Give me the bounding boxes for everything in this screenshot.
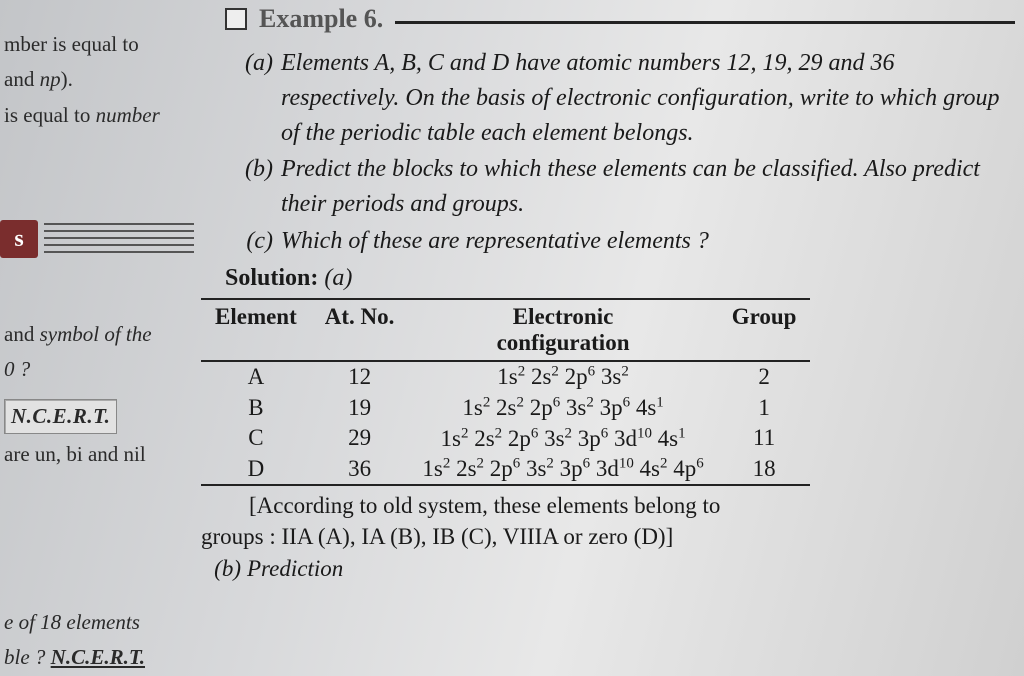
checkbox-icon [225, 8, 247, 30]
part-c: (c) Which of these are representative el… [225, 224, 1015, 259]
col-econf-line1: Electronic [513, 304, 614, 329]
decorative-lines [44, 218, 194, 258]
left-margin-column-3: e of 18 elements ble ? N.C.E.R.T. [0, 608, 214, 676]
fragment-text: ble ? N.C.E.R.T. [4, 643, 214, 672]
col-group: Group [718, 299, 811, 361]
cell-econf: 1s2 2s2 2p6 3s2 3p6 3d10 4s1 [408, 423, 717, 454]
fragment-text: and [4, 322, 40, 346]
table-body: A121s2 2s2 2p6 3s22B191s2 2s2 2p6 3s2 3p… [201, 361, 810, 486]
fragment-text: ). [61, 67, 73, 91]
cell-atno: 36 [311, 454, 409, 486]
table-row: A121s2 2s2 2p6 3s22 [201, 361, 810, 393]
col-element: Element [201, 299, 311, 361]
cell-atno: 19 [311, 392, 409, 423]
col-atno: At. No. [311, 299, 409, 361]
fragment-text: and symbol of the [4, 320, 214, 349]
part-text: Predict the blocks to which these elemen… [281, 152, 1015, 222]
table-row: C291s2 2s2 2p6 3s2 3p6 3d10 4s111 [201, 423, 810, 454]
fragment-text: ble ? [4, 645, 51, 669]
cell-group: 2 [718, 361, 811, 393]
cell-element: D [201, 454, 311, 486]
fragment-text: Prediction [247, 556, 343, 581]
part-b: (b) Predict the blocks to which these el… [225, 152, 1015, 222]
example-parts: (a) Elements A, B, C and D have atomic n… [225, 46, 1015, 259]
part-label: (c) [225, 224, 281, 259]
footnote-line: groups : IIA (A), IA (B), IB (C), VIIIA … [201, 521, 1015, 552]
fragment-text: and [4, 67, 40, 91]
page: mber is equal to and np). is equal to nu… [0, 0, 1024, 676]
variable-np: np [40, 67, 61, 91]
cell-element: A [201, 361, 311, 393]
part-label: (a) [225, 46, 281, 150]
ncert-box: N.C.E.R.T. [4, 391, 214, 434]
solution-part: (a) [324, 265, 352, 291]
example-heading: Example 6. [225, 4, 1015, 34]
part-text: Elements A, B, C and D have atomic numbe… [281, 46, 1015, 150]
part-label: (b) [225, 152, 281, 222]
cell-econf: 1s2 2s2 2p6 3s2 3p6 3d10 4s2 4p6 [408, 454, 717, 486]
main-content: Example 6. (a) Elements A, B, C and D ha… [225, 0, 1024, 584]
solution-label: Solution: [225, 265, 318, 291]
cell-element: B [201, 392, 311, 423]
cell-econf: 1s2 2s2 2p6 3s2 3p6 4s1 [408, 392, 717, 423]
fragment-text: is equal to number [4, 101, 214, 130]
cell-group: 11 [718, 423, 811, 454]
ncert-label: N.C.E.R.T. [51, 645, 145, 669]
fragment-text: mber is equal to [4, 30, 214, 59]
col-econf: Electronic configuration [408, 299, 717, 361]
table-row: D361s2 2s2 2p6 3s2 3p6 3d10 4s2 4p618 [201, 454, 810, 486]
fragment-word: symbol of the [40, 322, 152, 346]
fragment-text: 0 ? [4, 355, 214, 384]
footnote-line: (b)Prediction [201, 553, 1015, 584]
cell-atno: 29 [311, 423, 409, 454]
part-text: Which of these are representative elemen… [281, 224, 709, 259]
cell-group: 18 [718, 454, 811, 486]
table-row: B191s2 2s2 2p6 3s2 3p6 4s11 [201, 392, 810, 423]
cell-atno: 12 [311, 361, 409, 393]
col-econf-line2: configuration [422, 330, 703, 356]
fragment-text: is equal to [4, 103, 96, 127]
cell-element: C [201, 423, 311, 454]
badge-s: s [0, 220, 38, 258]
fragment-text: e of 18 elements [4, 608, 214, 637]
fragment-word: number [96, 103, 160, 127]
example-title: Example 6. [259, 4, 383, 34]
electronic-config-table: Element At. No. Electronic configuration… [201, 298, 810, 487]
part-a: (a) Elements A, B, C and D have atomic n… [225, 46, 1015, 150]
fragment-text: are un, bi and nil [4, 440, 214, 469]
heading-rule [395, 21, 1015, 24]
part-label: (b) [201, 553, 247, 584]
cell-group: 1 [718, 392, 811, 423]
cell-econf: 1s2 2s2 2p6 3s2 [408, 361, 717, 393]
footnote: [According to old system, these elements… [201, 490, 1015, 583]
ncert-label: N.C.E.R.T. [4, 399, 117, 434]
solution-heading: Solution: (a) [225, 265, 1015, 292]
left-margin-column-2: and symbol of the 0 ? N.C.E.R.T. are un,… [0, 320, 214, 476]
footnote-line: [According to old system, these elements… [201, 490, 1015, 521]
fragment-text: and np). [4, 65, 214, 94]
left-margin-column: mber is equal to and np). is equal to nu… [0, 30, 214, 136]
